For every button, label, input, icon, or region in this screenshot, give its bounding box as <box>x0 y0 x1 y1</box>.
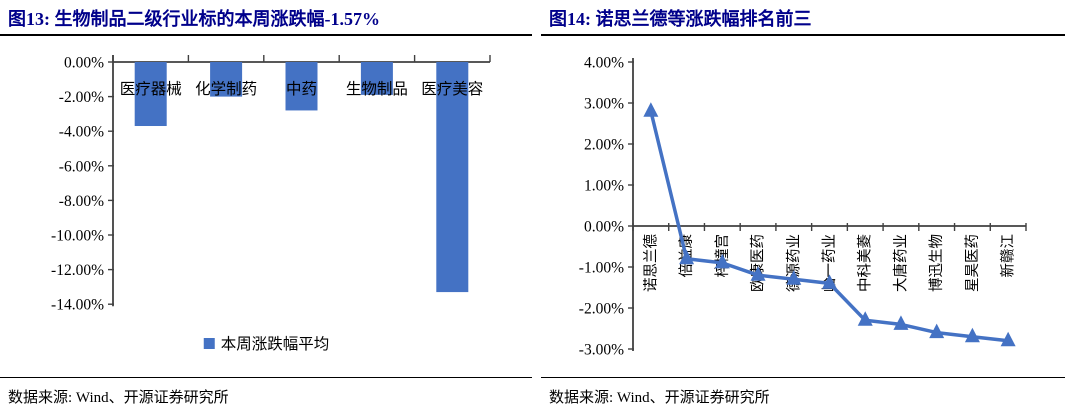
x-category-label: 化学制药 <box>195 80 257 98</box>
x-category-label: 新赣江 <box>1000 234 1017 278</box>
x-category-label: 欧康医药 <box>750 234 767 292</box>
x-category-label: 大唐药业 <box>892 234 909 292</box>
x-category-label: 生物制品 <box>346 80 408 98</box>
x-category-label: 诺思兰德 <box>642 234 659 292</box>
y-tick-label: -1.00% <box>579 260 624 277</box>
figure-13-chart-area: 0.00% -2.00% -4.00% -6.00% -8.00% -10.00% -12.… <box>0 36 532 377</box>
triangle-marker-诺思兰德 <box>643 102 659 117</box>
y-tick-label: -2.00% <box>59 89 104 106</box>
triangle-marker-大唐药业 <box>893 315 909 330</box>
figure-13-panel: 图13: 生物制品二级行业标的本周涨跌幅-1.57% 0.00% -2.00% -4… <box>0 0 532 419</box>
y-tick-label: 1.00% <box>584 178 624 195</box>
bar-医疗美容 <box>436 62 469 293</box>
bar-化学制药 <box>210 62 243 97</box>
figure-14-panel: 图14: 诺思兰德等涨跌幅排名前三 4.00% 3.00% 2.00% 1.00% 0.… <box>533 0 1065 419</box>
triangle-marker-欧康医药 <box>750 266 766 281</box>
bar-chart-svg: 0.00% -2.00% -4.00% -6.00% -8.00% -10.00% -12.… <box>51 55 491 353</box>
bar-生物制品 <box>360 62 393 95</box>
y-tick-label: -4.00% <box>59 124 104 141</box>
x-category-label: 峆一药业 <box>821 234 838 292</box>
triangle-marker-梓橦宫 <box>714 253 730 269</box>
triangle-marker-新赣江 <box>1000 331 1016 347</box>
figure-13-title: 图13: 生物制品二级行业标的本周涨跌幅-1.57% <box>0 0 532 36</box>
y-tick-label: 3.00% <box>584 96 624 113</box>
x-category-label: 医疗器械 <box>120 80 182 98</box>
y-tick-label: 0.00% <box>584 219 624 236</box>
y-tick-label: 0.00% <box>64 55 104 72</box>
figure-14-title: 图14: 诺思兰德等涨跌幅排名前三 <box>541 0 1065 36</box>
y-tick-label: -10.00% <box>51 228 104 245</box>
triangle-marker-德源药业 <box>786 270 802 285</box>
triangle-marker-星昊医药 <box>964 327 980 343</box>
x-category-label: 星昊医药 <box>964 234 981 292</box>
triangle-marker-中科美菱 <box>857 311 873 326</box>
triangle-marker-倍益康 <box>679 249 695 265</box>
x-category-label: 博迅生物 <box>928 234 945 292</box>
x-category-label: 中科美菱 <box>857 234 874 292</box>
y-tick-label: -2.00% <box>579 301 624 318</box>
triangle-marker-博迅生物 <box>929 323 945 339</box>
y-tick-label: -8.00% <box>59 193 104 210</box>
bar-医疗器械 <box>134 62 167 127</box>
x-category-label: 医疗美容 <box>421 80 483 98</box>
y-tick-label: 2.00% <box>584 137 624 154</box>
y-tick-label: -3.00% <box>579 342 624 359</box>
y-tick-label: -14.00% <box>51 297 104 314</box>
x-category-label: 中药 <box>286 80 317 98</box>
y-tick-label: -12.00% <box>51 262 104 279</box>
figure-14-source: 数据来源: Wind、开源证券研究所 <box>541 377 1065 407</box>
triangle-marker-峆一药业 <box>822 274 837 289</box>
y-tick-label: 4.00% <box>584 55 624 72</box>
figure-13-source: 数据来源: Wind、开源证券研究所 <box>0 377 532 407</box>
line-chart-svg: 4.00% 3.00% 2.00% 1.00% 0.00% -1.00% -2.00% -3.… <box>579 55 1027 359</box>
figure-14-chart-area: 4.00% 3.00% 2.00% 1.00% 0.00% -1.00% -2.00% -3.… <box>541 36 1065 377</box>
bar-中药 <box>285 62 318 111</box>
legend-label: 本周涨跌幅平均 <box>221 335 330 353</box>
legend-marker <box>203 338 215 349</box>
y-tick-label: -6.00% <box>59 158 104 175</box>
